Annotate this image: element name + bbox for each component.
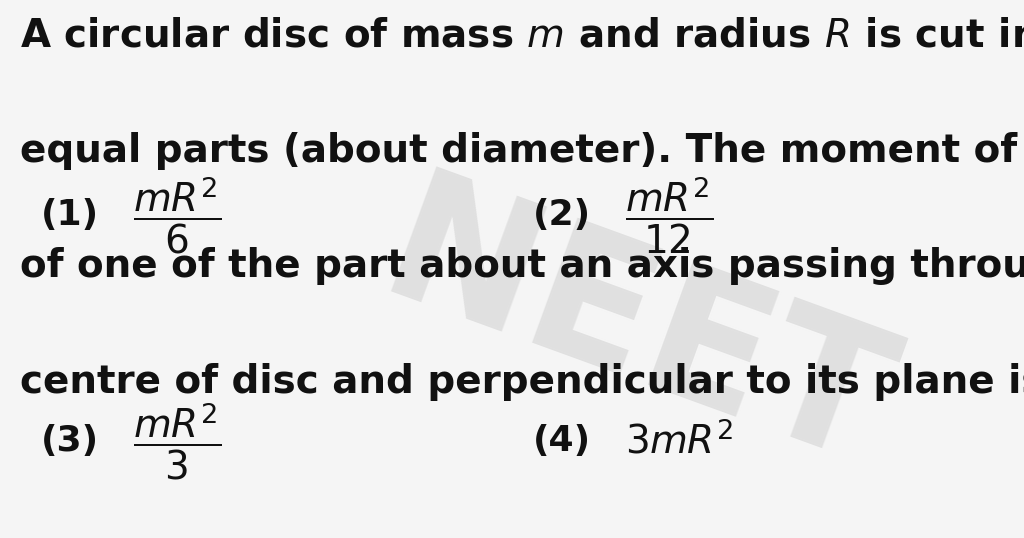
Text: A circular disc of mass $m$ and radius $R$ is cut into six: A circular disc of mass $m$ and radius $… xyxy=(20,16,1024,54)
Text: $3mR^2$: $3mR^2$ xyxy=(625,421,733,461)
Text: centre of disc and perpendicular to its plane is: centre of disc and perpendicular to its … xyxy=(20,363,1024,401)
Text: (1): (1) xyxy=(41,198,99,232)
Text: (2): (2) xyxy=(532,198,591,232)
Text: $\dfrac{mR^2}{3}$: $\dfrac{mR^2}{3}$ xyxy=(133,400,221,482)
Text: NEET: NEET xyxy=(360,162,909,505)
Text: $\dfrac{mR^2}{6}$: $\dfrac{mR^2}{6}$ xyxy=(133,174,221,256)
Text: of one of the part about an axis passing through: of one of the part about an axis passing… xyxy=(20,247,1024,286)
Text: (4): (4) xyxy=(532,424,591,458)
Text: $\dfrac{mR^2}{12}$: $\dfrac{mR^2}{12}$ xyxy=(625,174,713,256)
Text: (3): (3) xyxy=(41,424,99,458)
Text: equal parts (about diameter). The moment of inertia: equal parts (about diameter). The moment… xyxy=(20,132,1024,170)
